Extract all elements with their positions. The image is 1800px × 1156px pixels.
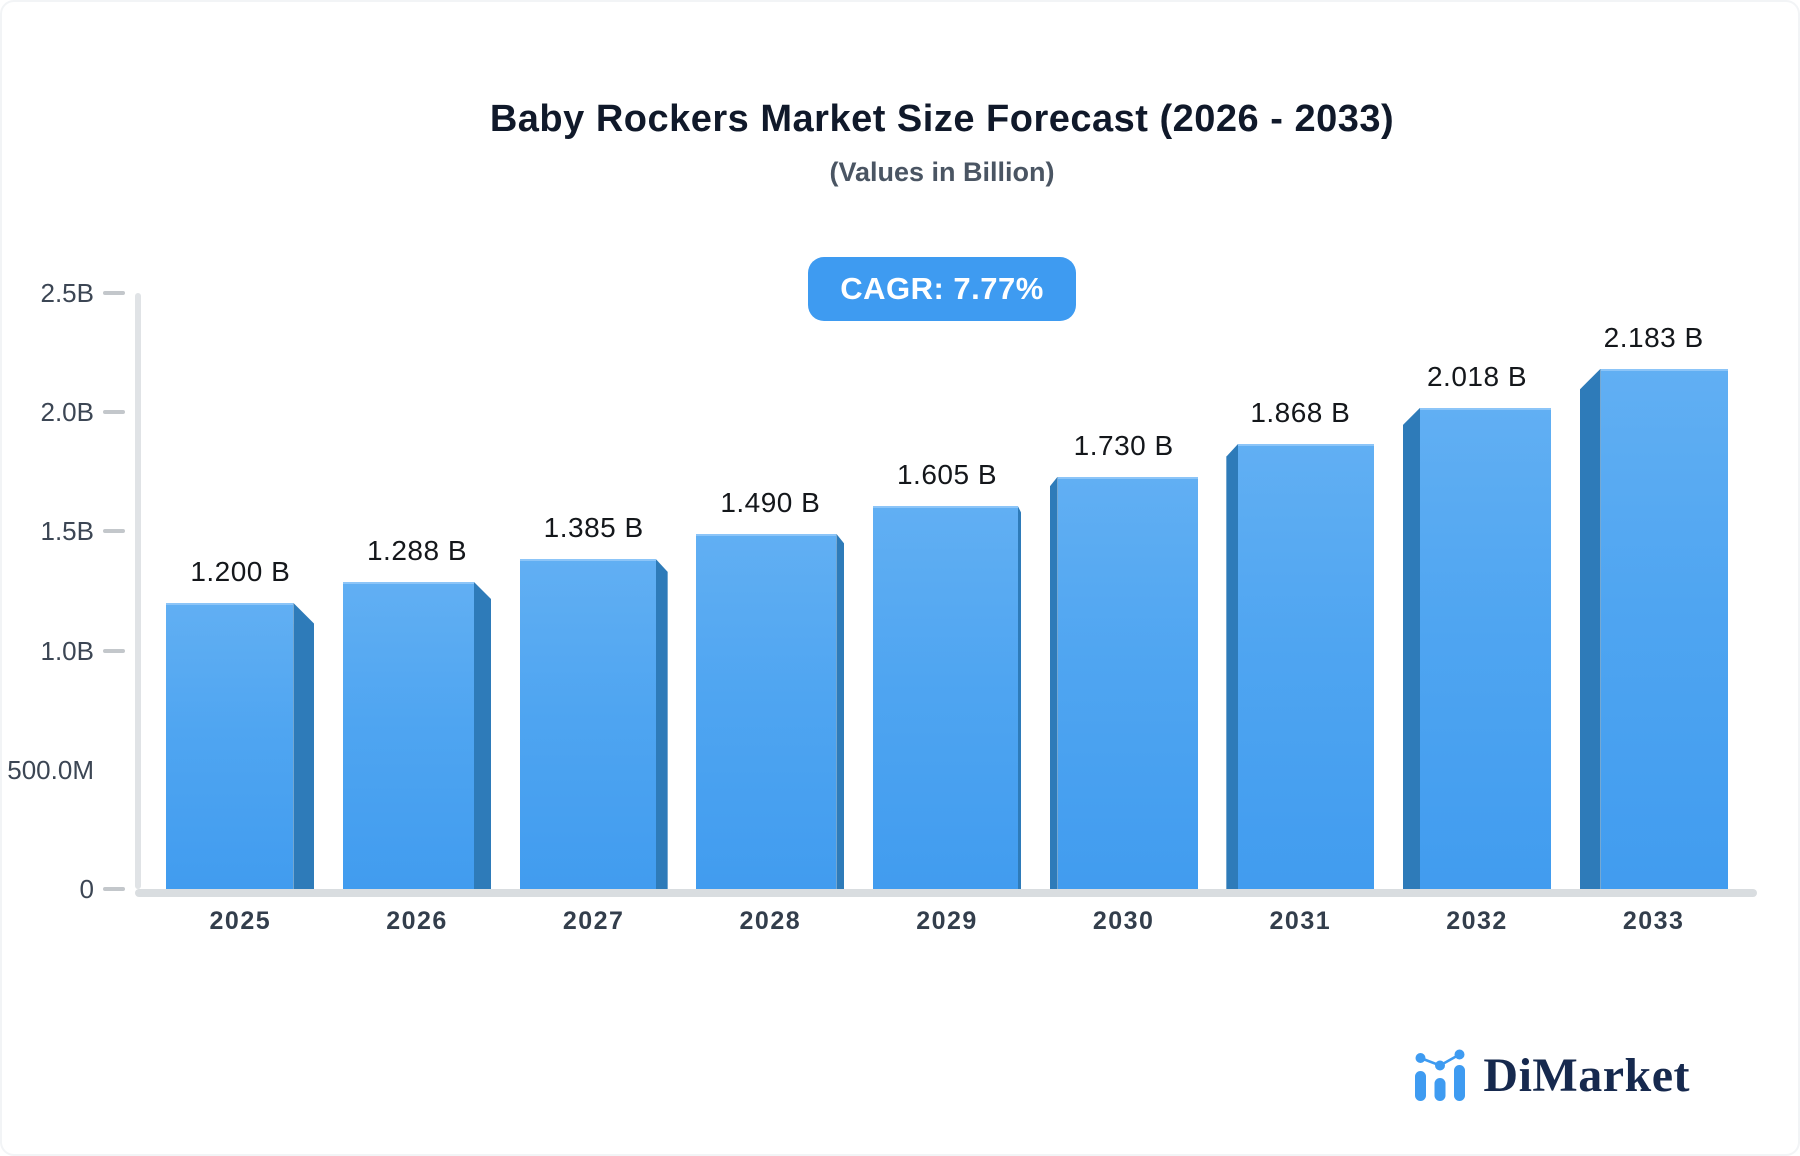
bar-2027 [519,558,668,889]
y-axis-tick-mark [103,529,125,534]
bar-2032 [1403,407,1551,889]
bar-chart-logo-icon [1415,1049,1466,1101]
bar-front-face [343,581,474,889]
x-axis-label-2031: 2031 [1269,907,1332,935]
x-axis-label-2026: 2026 [386,907,448,935]
bar-side-face [1579,368,1601,889]
bar-side-face [1226,443,1239,889]
bar-value-label: 1.605 B [896,459,998,491]
bar-value-label: 1.200 B [190,555,291,587]
bar-front-face [1238,443,1375,889]
y-axis-tick-mark [103,887,125,891]
bar-side-face [293,602,315,889]
y-axis-tick-label: 2.0B [40,397,95,428]
bar-value-label: 1.868 B [1250,396,1351,428]
x-axis-baseline [135,889,1757,897]
bar-side-face [836,533,845,889]
chart-header: Baby Rockers Market Size Forecast (2026 … [142,2,1742,188]
bar-value-label: 1.385 B [543,511,644,543]
bar-side-face [1049,476,1058,889]
bar-value-label: 1.730 B [1073,429,1174,461]
bar-front-face [1420,407,1551,889]
x-axis-label-2032: 2032 [1446,907,1508,935]
bar-side-face [1403,407,1420,889]
x-axis-label-2029: 2029 [916,907,978,935]
bar-2026 [343,581,491,889]
y-axis-tick-label: 1.5B [40,516,95,547]
cagr-badge-row: CAGR: 7.77% [142,257,1742,321]
x-axis-label-2033: 2033 [1622,907,1685,935]
y-axis-tick-mark [103,291,125,295]
bar-2029 [873,506,1021,889]
bar-2028 [696,533,845,889]
x-axis-label-2027: 2027 [562,907,625,935]
x-axis-label-2030: 2030 [1092,907,1155,935]
chart-subtitle: (Values in Billion) [829,157,1055,187]
y-axis-tick-label: 500.0M [7,754,94,785]
brand-logo: DiMarket [1411,1046,1690,1104]
brand-logo-text: DiMarket [1483,1048,1690,1102]
bar-front-face [1057,476,1198,889]
x-axis-label-2028: 2028 [739,907,802,935]
bar-2031 [1226,443,1375,889]
chart-title: Baby Rockers Market Size Forecast (2026 … [489,98,1395,140]
y-axis-tick-label: 0 [79,874,94,904]
cagr-badge: CAGR: 7.77% [808,257,1076,321]
bar-2025 [166,602,315,889]
bar-side-face [655,558,668,889]
bar-value-label: 2.183 B [1603,321,1704,353]
y-axis-tick-label: 2.5B [40,278,95,308]
bar-value-label: 1.490 B [720,486,821,518]
bar-front-face [873,506,1018,889]
bar-value-label: 1.288 B [366,534,468,566]
bar-side-face [1018,506,1021,889]
y-axis-tick-mark [103,648,125,653]
bar-front-face [166,602,294,889]
bar-value-label: 2.018 B [1426,360,1528,392]
bar-front-face [519,558,656,889]
bar-front-face [696,533,837,889]
x-axis-label-2025: 2025 [209,907,272,935]
bar-2030 [1049,476,1198,889]
y-axis-tick-label: 1.0B [40,635,95,666]
y-axis-line [135,293,141,889]
bar-side-face [474,581,491,889]
y-axis-tick-mark [103,410,125,415]
bar-2033 [1579,368,1728,889]
bar-front-face [1600,368,1728,889]
